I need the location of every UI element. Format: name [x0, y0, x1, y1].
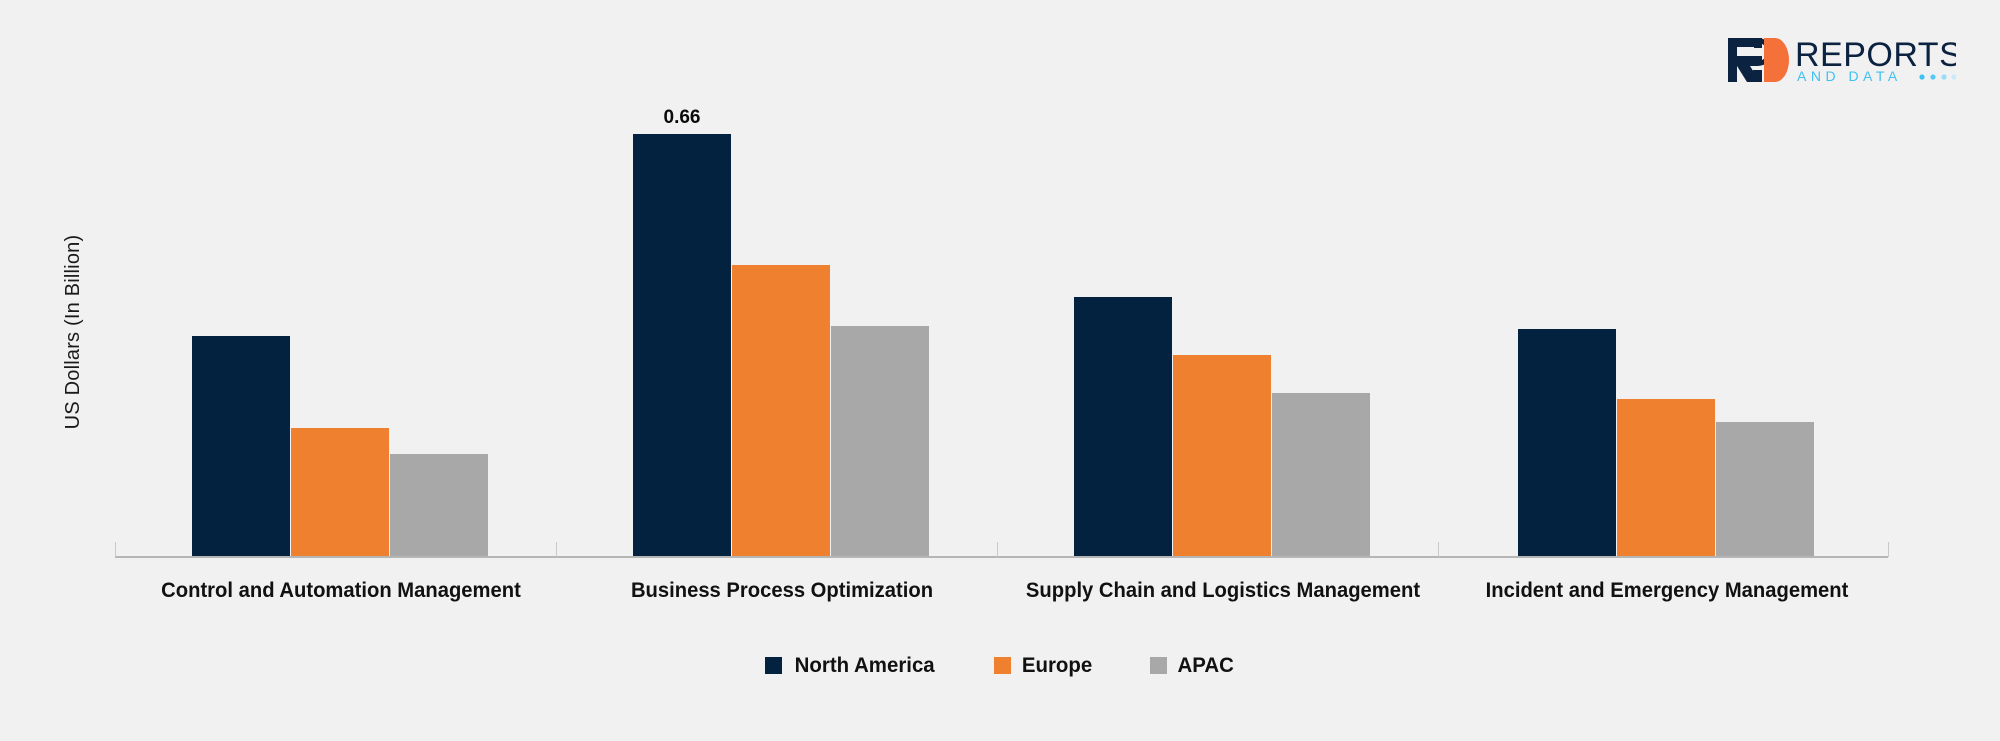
legend-swatch-icon [1150, 657, 1168, 674]
legend-item-apac[interactable]: APAC [1150, 653, 1235, 678]
bar-apac-group-3 [1272, 393, 1370, 556]
category-label-1: Control and Automation Management [160, 578, 521, 602]
bar-eu-group-4 [1617, 399, 1715, 556]
bar-apac-group-4 [1716, 422, 1814, 556]
category-label-3: Supply Chain and Logistics Management [1025, 578, 1420, 602]
logo-mark-icon: REPORTS AND DATA [1728, 36, 1956, 84]
x-axis-line [115, 556, 1888, 558]
bar-na-group-2 [633, 134, 731, 556]
bar-na-group-4 [1518, 329, 1616, 556]
category-label-4: Incident and Emergency Management [1485, 578, 1848, 602]
category-label-2: Business Process Optimization [630, 578, 933, 602]
bar-eu-group-2 [732, 265, 830, 556]
bar-apac-group-1 [390, 454, 488, 556]
svg-text:AND DATA: AND DATA [1797, 68, 1902, 84]
chart-legend: North America Europe APAC [0, 653, 2000, 678]
reports-and-data-logo: REPORTS AND DATA [1726, 26, 1956, 84]
legend-label: North America [794, 653, 935, 677]
svg-text:REPORTS: REPORTS [1795, 36, 1956, 74]
legend-label: Europe [1021, 653, 1093, 677]
bar-value-label: 0.66 [663, 107, 701, 128]
legend-item-north-america[interactable]: North America [764, 653, 938, 678]
bar-na-group-1 [192, 336, 290, 556]
bar-eu-group-1 [291, 428, 389, 556]
bar-apac-group-2 [831, 326, 929, 556]
legend-swatch-icon [764, 657, 782, 674]
legend-item-europe[interactable]: Europe [993, 653, 1094, 678]
axis-tick-2 [556, 542, 557, 557]
y-axis-title: US Dollars (In Billion) [62, 234, 84, 430]
axis-tick-1 [115, 542, 116, 557]
axis-tick-3 [997, 542, 998, 557]
legend-label: APAC [1177, 653, 1234, 677]
axis-tick-4 [1438, 542, 1439, 557]
bar-eu-group-3 [1173, 355, 1271, 556]
bar-na-group-3 [1074, 297, 1172, 556]
legend-swatch-icon [993, 657, 1011, 674]
axis-tick-5 [1888, 542, 1889, 557]
